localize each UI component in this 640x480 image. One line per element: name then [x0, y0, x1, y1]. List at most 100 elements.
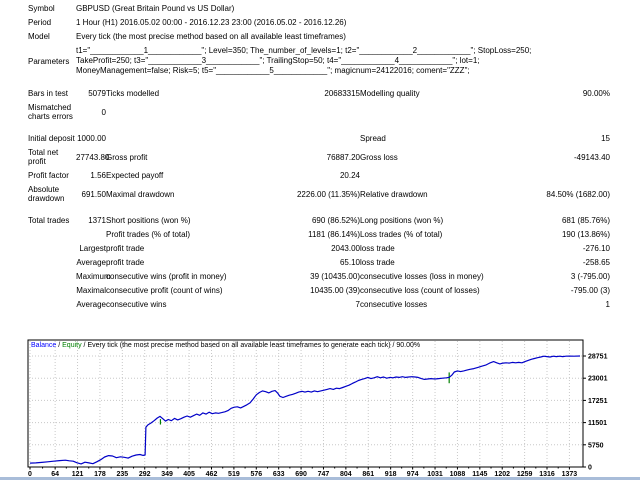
row-profit-factor: Profit factor 1.56 Expected payoff 20.24: [28, 169, 610, 183]
svg-text:0: 0: [588, 465, 592, 472]
stat-value: 1000.00: [77, 134, 106, 143]
stat-value: 27743.80: [76, 152, 110, 162]
stat-label: Modelling quality: [360, 89, 420, 98]
row-largest-trade: Largest profit trade 2043.00 loss trade …: [28, 242, 610, 256]
stat-value: 3 (-795.00): [570, 272, 610, 281]
stat-label: loss trade: [360, 258, 395, 267]
legend-description: Every tick (the most precise method base…: [87, 342, 391, 349]
stat-label: Short positions (won %): [106, 216, 191, 225]
svg-text:747: 747: [318, 471, 330, 478]
legend-quality: 90.00%: [396, 342, 421, 349]
stat-label: Average: [76, 258, 106, 267]
stat-value: 5079: [88, 89, 106, 98]
row-average-consecutive: Average consecutive wins 7 consecutive l…: [28, 298, 610, 312]
legend-separator: /: [81, 342, 88, 349]
stat-label: consecutive wins: [106, 300, 167, 309]
svg-text:28751: 28751: [588, 354, 608, 361]
stats-table: Symbol GBPUSD (Great Britain Pound vs US…: [28, 2, 610, 312]
svg-text:121: 121: [72, 471, 84, 478]
row-initial-deposit: Initial deposit 1000.00 Spread 15: [28, 132, 610, 146]
legend-balance: Balance: [31, 342, 57, 349]
legend-equity: Equity: [62, 342, 82, 349]
stat-value: -795.00 (3): [570, 286, 610, 295]
stat-label: Maximal: [76, 286, 106, 295]
row-period: Period 1 Hour (H1) 2016.05.02 00:00 - 20…: [28, 16, 610, 30]
row-parameters: Parameters t1="____________1____________…: [28, 44, 610, 79]
row-maximal-consecutive: Maximal consecutive profit (count of win…: [28, 284, 610, 298]
stat-label: Initial deposit: [28, 134, 75, 143]
stat-value: 90.00%: [582, 89, 610, 98]
svg-text:1373: 1373: [562, 471, 578, 478]
svg-text:235: 235: [116, 471, 128, 478]
stat-label: Ticks modelled: [106, 89, 160, 98]
stat-label: consecutive losses: [360, 300, 428, 309]
symbol-label: Symbol: [28, 4, 55, 13]
stat-label: Total net profit: [28, 148, 59, 166]
stat-label: Bars in test: [28, 89, 69, 98]
parameters-line: t1="____________1____________"; Level=35…: [76, 46, 532, 55]
svg-text:462: 462: [206, 471, 218, 478]
stat-label: Absolute drawdown: [28, 185, 65, 203]
stat-value: 7: [355, 300, 360, 309]
stat-label: profit trade: [106, 258, 145, 267]
parameters-line: MoneyManagement=false; Risk=5; t5="_____…: [76, 66, 470, 75]
svg-text:690: 690: [295, 471, 307, 478]
svg-text:974: 974: [407, 471, 419, 478]
chart-legend: Balance / Equity / Every tick (the most …: [31, 342, 420, 350]
stat-label: profit trade: [106, 244, 145, 253]
stat-value: 84.50% (1682.00): [546, 189, 610, 199]
stat-value: 690 (86.52%): [311, 216, 360, 225]
stat-value: -276.10: [582, 244, 610, 253]
svg-text:405: 405: [183, 471, 195, 478]
stat-label: Long positions (won %): [360, 216, 444, 225]
svg-text:17251: 17251: [588, 398, 608, 405]
stat-label: consecutive wins (profit in money): [106, 272, 227, 281]
svg-text:918: 918: [385, 471, 397, 478]
stat-label: loss trade: [360, 244, 395, 253]
row-net-profit: Total net profit 27743.80 Gross profit 7…: [28, 146, 610, 169]
svg-text:1088: 1088: [450, 471, 466, 478]
stat-label: Gross loss: [360, 152, 398, 162]
svg-text:0: 0: [28, 471, 32, 478]
stat-value: 20683315: [324, 89, 360, 98]
svg-text:1259: 1259: [517, 471, 533, 478]
stat-label: Total trades: [28, 216, 70, 225]
stat-value: 0: [101, 107, 106, 117]
svg-text:23001: 23001: [588, 376, 608, 383]
legend-separator: /: [390, 342, 397, 349]
stat-value: -49143.40: [573, 152, 610, 162]
bottom-divider: [0, 477, 640, 480]
parameters-value: t1="____________1____________"; Level=35…: [76, 44, 610, 79]
svg-text:576: 576: [250, 471, 262, 478]
stat-value: -258.65: [582, 258, 610, 267]
stat-value: 76887.20: [326, 152, 360, 162]
svg-text:5750: 5750: [588, 442, 604, 449]
period-label: Period: [28, 18, 52, 27]
stat-label: Gross profit: [106, 152, 148, 162]
stat-value: 1181 (86.14%): [308, 230, 360, 239]
stat-label: Profit trades (% of total): [106, 230, 191, 239]
row-average-trade: Average profit trade 65.10 loss trade -2…: [28, 256, 610, 270]
stat-value: 681 (85.76%): [561, 216, 610, 225]
row-bars-in-test: Bars in test 5079 Ticks modelled 2068331…: [28, 87, 610, 101]
row-drawdown: Absolute drawdown 691.50 Maximal drawdow…: [28, 183, 610, 206]
stat-value: 1371: [88, 216, 106, 225]
stat-label: Expected payoff: [106, 171, 164, 180]
stat-value: 39 (10435.00): [310, 272, 360, 281]
parameters-label: Parameters: [28, 56, 70, 66]
model-value: Every tick (the most precise method base…: [76, 32, 346, 41]
row-symbol: Symbol GBPUSD (Great Britain Pound vs US…: [28, 2, 610, 16]
legend-separator: /: [56, 342, 63, 349]
stat-label: Mismatched charts errors: [28, 103, 73, 121]
model-label: Model: [28, 32, 50, 41]
svg-text:178: 178: [94, 471, 106, 478]
svg-text:1145: 1145: [472, 471, 487, 478]
stat-value: 1.56: [90, 171, 106, 180]
svg-text:519: 519: [228, 471, 240, 478]
svg-text:11501: 11501: [588, 420, 607, 427]
stat-value: 190 (13.86%): [561, 230, 610, 239]
stat-value: 691.50: [81, 189, 106, 199]
svg-text:861: 861: [362, 471, 374, 478]
